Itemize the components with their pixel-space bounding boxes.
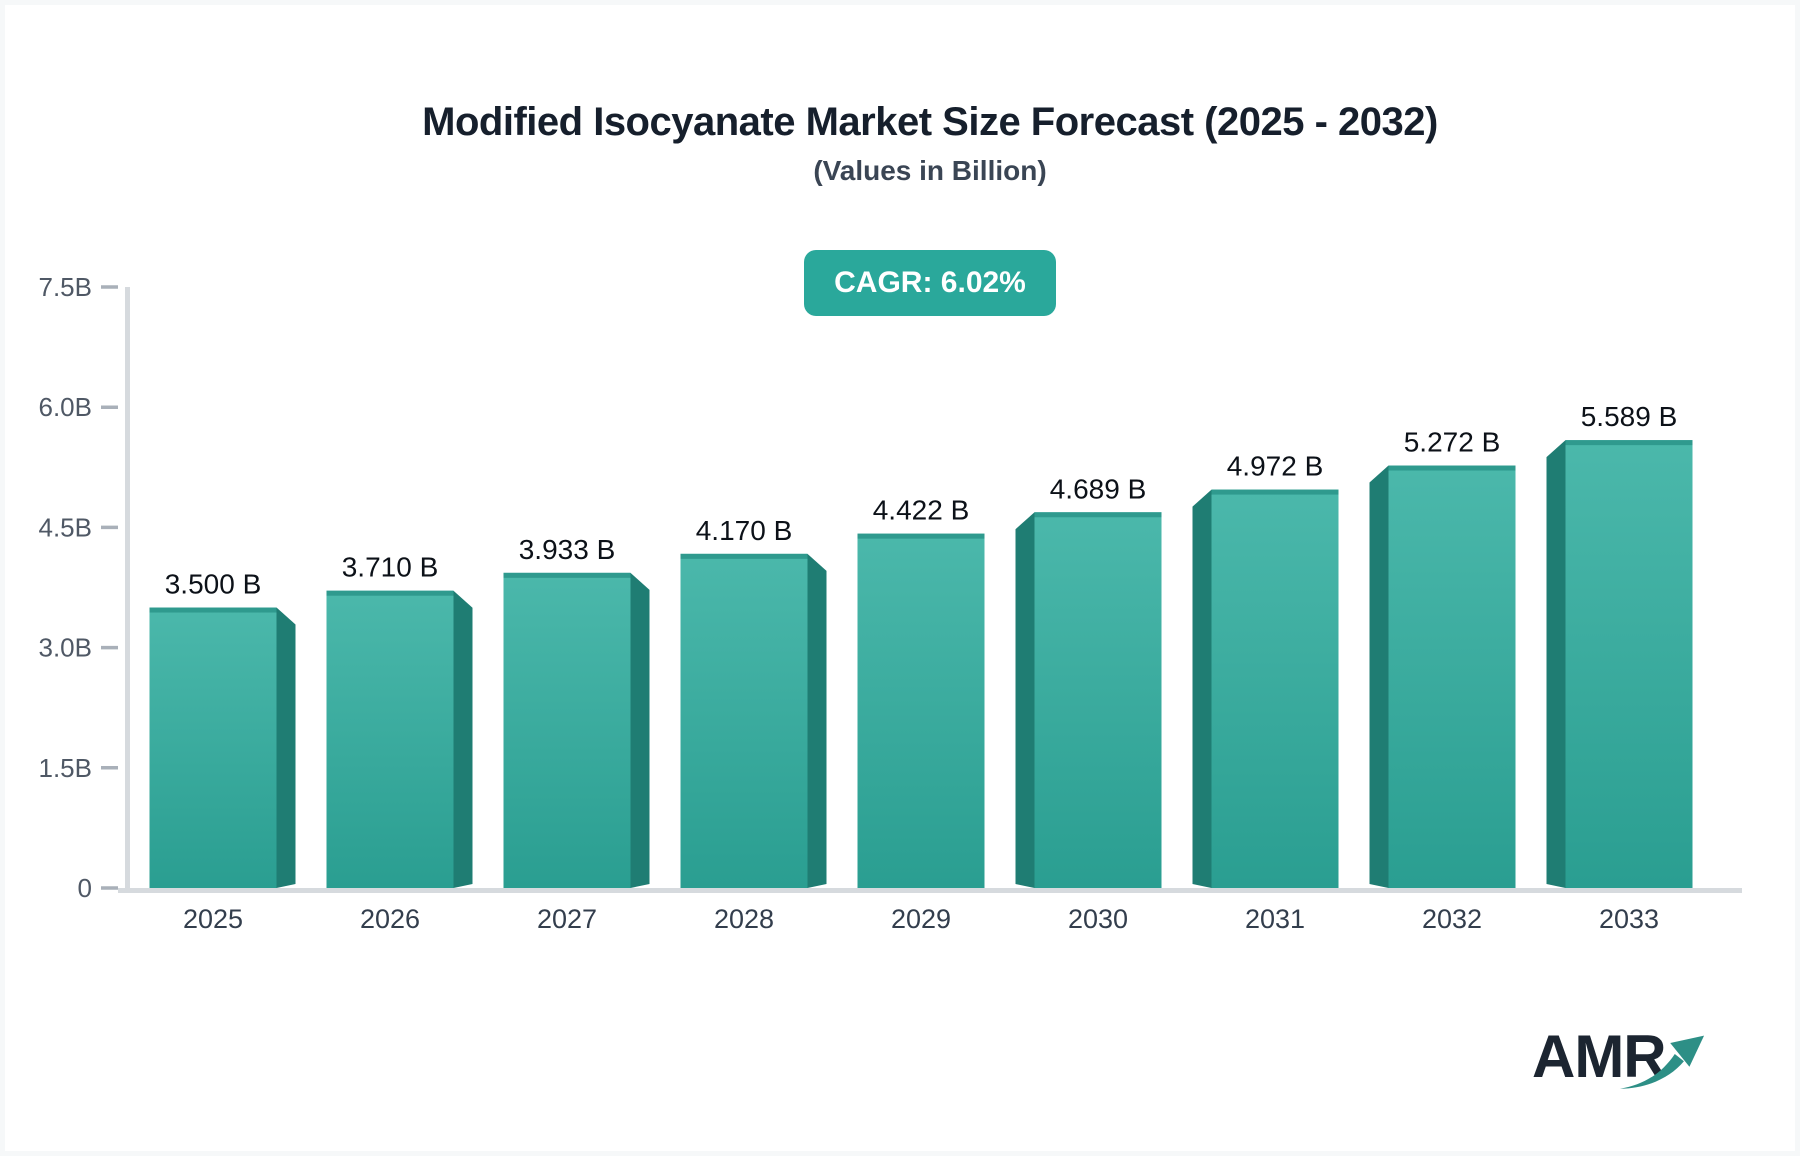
bar-group-2028: 4.170 B: [680, 515, 827, 888]
bar-front-face: [149, 607, 277, 888]
bar-value-label: 3.710 B: [342, 552, 439, 583]
bar-front-face: [1211, 489, 1339, 888]
bar-value-label: 5.272 B: [1404, 427, 1501, 458]
amr-logo: AMR: [1532, 1023, 1732, 1100]
bar-front-face: [1034, 512, 1162, 888]
bar-front-face: [680, 553, 808, 888]
chart-subtitle: (Values in Billion): [813, 155, 1047, 186]
x-category-label: 2032: [1422, 904, 1482, 934]
x-category-label: 2031: [1245, 904, 1305, 934]
x-category-label: 2026: [360, 904, 420, 934]
bar-group-2030: 4.689 B: [1015, 473, 1162, 888]
bar-group-2031: 4.972 B: [1192, 451, 1339, 888]
x-category-label: 2030: [1068, 904, 1128, 934]
bar-front-face: [326, 590, 454, 888]
bar-side-face: [1369, 465, 1389, 888]
bar-top-cap: [503, 572, 631, 578]
x-category-label: 2029: [891, 904, 951, 934]
bar-side-face: [1546, 440, 1566, 888]
cagr-badge: CAGR: 6.02%: [804, 250, 1056, 316]
bar-side-face: [453, 590, 473, 888]
bar-top-cap: [1034, 512, 1162, 518]
bar-side-face: [630, 572, 650, 888]
chart-header: Modified Isocyanate Market Size Forecast…: [120, 98, 1740, 316]
bar-side-face: [1015, 512, 1035, 888]
bar-value-label: 4.972 B: [1227, 451, 1324, 482]
x-category-label: 2028: [714, 904, 774, 934]
bar-value-label: 3.933 B: [519, 534, 616, 565]
x-category-label: 2025: [183, 904, 243, 934]
bar-front-face: [1565, 440, 1693, 888]
bar-side-face: [276, 607, 296, 888]
bar-front-face: [503, 572, 631, 888]
bar-value-label: 4.170 B: [696, 515, 793, 546]
bar-group-2029: 4.422 B: [857, 495, 985, 888]
bar-front-face: [857, 533, 985, 888]
growth-arrow-icon: [1619, 1035, 1705, 1089]
y-tick-label: 4.5B: [39, 512, 93, 542]
y-tick-label: 7.5B: [39, 272, 93, 302]
bar-top-cap: [1388, 465, 1516, 471]
amr-logo-text: AMR: [1532, 1023, 1667, 1090]
bar-group-2025: 3.500 B: [149, 569, 296, 888]
bar-top-cap: [326, 590, 454, 596]
bar-group-2027: 3.933 B: [503, 534, 650, 888]
bar-group-2026: 3.710 B: [326, 552, 473, 888]
bar-top-cap: [149, 607, 277, 613]
x-category-label: 2033: [1599, 904, 1659, 934]
bar-front-face: [1388, 465, 1516, 888]
y-tick-label: 0: [78, 873, 92, 903]
x-category-label: 2027: [537, 904, 597, 934]
bar-value-label: 5.589 B: [1581, 401, 1678, 432]
chart-title: Modified Isocyanate Market Size Forecast…: [422, 100, 1438, 144]
y-tick-label: 3.0B: [39, 633, 93, 663]
bar-side-face: [807, 553, 827, 888]
bar-value-label: 4.422 B: [873, 495, 970, 526]
y-tick-label: 6.0B: [39, 392, 93, 422]
bar-group-2032: 5.272 B: [1369, 427, 1516, 888]
bar-top-cap: [1211, 489, 1339, 495]
bar-group-2033: 5.589 B: [1546, 401, 1693, 888]
bar-top-cap: [680, 553, 808, 559]
y-tick-label: 1.5B: [39, 753, 93, 783]
bar-value-label: 3.500 B: [165, 569, 262, 600]
bar-side-face: [1192, 489, 1212, 888]
bar-top-cap: [1565, 440, 1693, 446]
bar-value-label: 4.689 B: [1050, 473, 1147, 504]
bar-top-cap: [857, 533, 985, 539]
